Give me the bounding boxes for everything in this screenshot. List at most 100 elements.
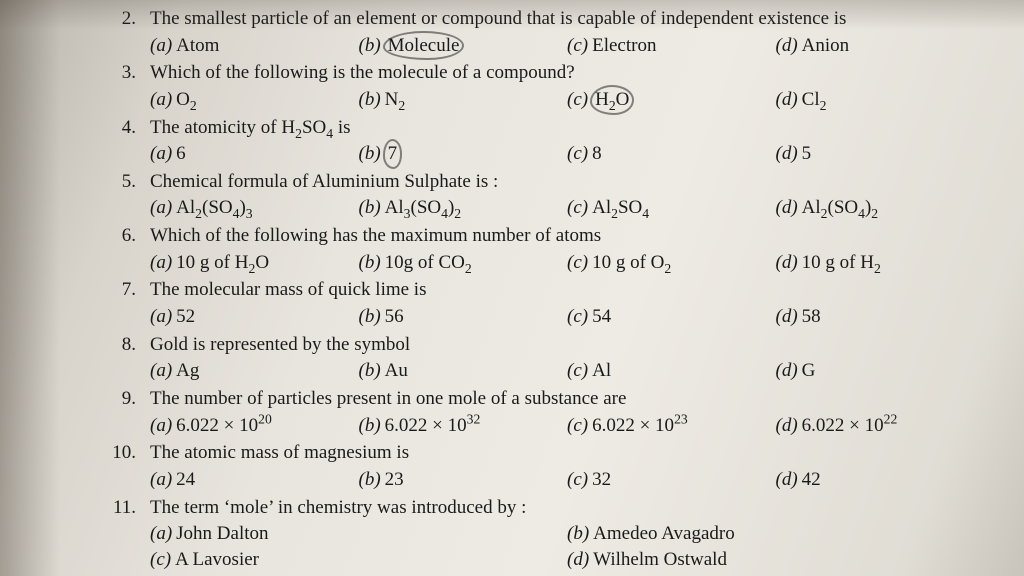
question: 2.The smallest particle of an element or… [100, 6, 984, 58]
option-text: Electron [592, 33, 656, 59]
option-key: (a) [150, 521, 172, 547]
option-key: (b) [359, 250, 381, 276]
question-list: 2.The smallest particle of an element or… [0, 0, 1024, 572]
option-key: (b) [359, 358, 381, 384]
question-body: The smallest particle of an element or c… [150, 6, 984, 58]
option-text: Al2(SO4)2 [802, 195, 878, 221]
option-text: Al2SO4 [592, 195, 649, 221]
option-text: 32 [592, 467, 611, 493]
option-text: Al [592, 358, 611, 384]
option-key: (d) [776, 87, 798, 113]
option: (c)H2O [567, 87, 776, 113]
option-key: (d) [776, 250, 798, 276]
option: (a)24 [150, 467, 359, 493]
option-key: (b) [359, 87, 381, 113]
option-text: 6 [176, 141, 186, 167]
option-key: (d) [567, 547, 589, 573]
option: (a)John Dalton [150, 521, 567, 547]
option-text: Al3(SO4)2 [385, 195, 461, 221]
option-key: (a) [150, 304, 172, 330]
option: (c)32 [567, 467, 776, 493]
option-key: (b) [359, 304, 381, 330]
option-key: (b) [359, 33, 381, 59]
question-number: 7. [100, 277, 150, 329]
option: (a)Atom [150, 33, 359, 59]
question-number: 9. [100, 386, 150, 438]
option: (a)O2 [150, 87, 359, 113]
option-key: (c) [567, 33, 588, 59]
option-text: 24 [176, 467, 195, 493]
question-number: 4. [100, 115, 150, 167]
option-key: (d) [776, 358, 798, 384]
option-row: (a)Ag(b)Au(c)Al(d)G [150, 358, 984, 384]
option-text: 6.022 × 1022 [802, 413, 898, 439]
option-key: (c) [567, 141, 588, 167]
option: (c)Electron [567, 33, 776, 59]
option-row: (a)Al2(SO4)3(b)Al3(SO4)2(c)Al2SO4(d)Al2(… [150, 195, 984, 221]
option: (d)6.022 × 1022 [776, 413, 985, 439]
option: (b)N2 [359, 87, 568, 113]
option-key: (c) [567, 358, 588, 384]
option-text: N2 [385, 87, 406, 113]
option-text: 5 [802, 141, 812, 167]
option-key: (d) [776, 33, 798, 59]
question-body: Which of the following is the molecule o… [150, 60, 984, 112]
option-key: (d) [776, 304, 798, 330]
question-body: The term ‘mole’ in chemistry was introdu… [150, 495, 984, 573]
option: (c)6.022 × 1023 [567, 413, 776, 439]
option-key: (c) [567, 250, 588, 276]
question-stem: Which of the following has the maximum n… [150, 223, 984, 249]
option-text: O2 [176, 87, 197, 113]
option: (a)Al2(SO4)3 [150, 195, 359, 221]
option-row: (a)6(b)7(c)8(d)5 [150, 141, 984, 167]
option-key: (b) [359, 195, 381, 221]
question: 6.Which of the following has the maximum… [100, 223, 984, 275]
question-number: 11. [100, 495, 150, 573]
option-key: (a) [150, 141, 172, 167]
option-text: H2O [592, 87, 632, 113]
question-body: The atomicity of H2SO4 is(a)6(b)7(c)8(d)… [150, 115, 984, 167]
option-key: (c) [567, 304, 588, 330]
option-key: (b) [359, 467, 381, 493]
option-text: Amedeo Avagadro [593, 521, 735, 547]
option-key: (d) [776, 467, 798, 493]
option-row: (a)6.022 × 1020(b)6.022 × 1032(c)6.022 ×… [150, 413, 984, 439]
question-number: 6. [100, 223, 150, 275]
question: 11.The term ‘mole’ in chemistry was intr… [100, 495, 984, 573]
option-row: (a)O2(b)N2(c)H2O(d)Cl2 [150, 87, 984, 113]
option-text: 42 [802, 467, 821, 493]
option: (b)Amedeo Avagadro [567, 521, 984, 547]
question-body: Gold is represented by the symbol(a)Ag(b… [150, 332, 984, 384]
option-row: (a)John Dalton(b)Amedeo Avagadro(c)A Lav… [150, 521, 984, 572]
question: 8.Gold is represented by the symbol(a)Ag… [100, 332, 984, 384]
option-key: (b) [567, 521, 589, 547]
question-stem: The smallest particle of an element or c… [150, 6, 984, 32]
option-text: 6.022 × 1032 [385, 413, 481, 439]
option: (c)Al [567, 358, 776, 384]
option-text: 8 [592, 141, 602, 167]
option: (d)42 [776, 467, 985, 493]
option-key: (a) [150, 467, 172, 493]
option: (b)56 [359, 304, 568, 330]
option-text: 52 [176, 304, 195, 330]
question-number: 3. [100, 60, 150, 112]
option: (d)Cl2 [776, 87, 985, 113]
option-row: (a)24(b)23(c)32(d)42 [150, 467, 984, 493]
option-text: 23 [385, 467, 404, 493]
question-stem: The term ‘mole’ in chemistry was introdu… [150, 495, 984, 521]
option-text: 10 g of O2 [592, 250, 671, 276]
option: (d)Wilhelm Ostwald [567, 547, 984, 573]
option: (a)6.022 × 1020 [150, 413, 359, 439]
option-text: John Dalton [176, 521, 268, 547]
option-text: G [802, 358, 816, 384]
question-body: Which of the following has the maximum n… [150, 223, 984, 275]
question-body: Chemical formula of Aluminium Sulphate i… [150, 169, 984, 221]
question: 7.The molecular mass of quick lime is(a)… [100, 277, 984, 329]
option: (c)8 [567, 141, 776, 167]
option-row: (a)52(b)56(c)54(d)58 [150, 304, 984, 330]
option: (b)Molecule [359, 33, 568, 59]
option: (b)10g of CO2 [359, 250, 568, 276]
option-key: (a) [150, 413, 172, 439]
question: 10.The atomic mass of magnesium is(a)24(… [100, 440, 984, 492]
option-key: (d) [776, 141, 798, 167]
